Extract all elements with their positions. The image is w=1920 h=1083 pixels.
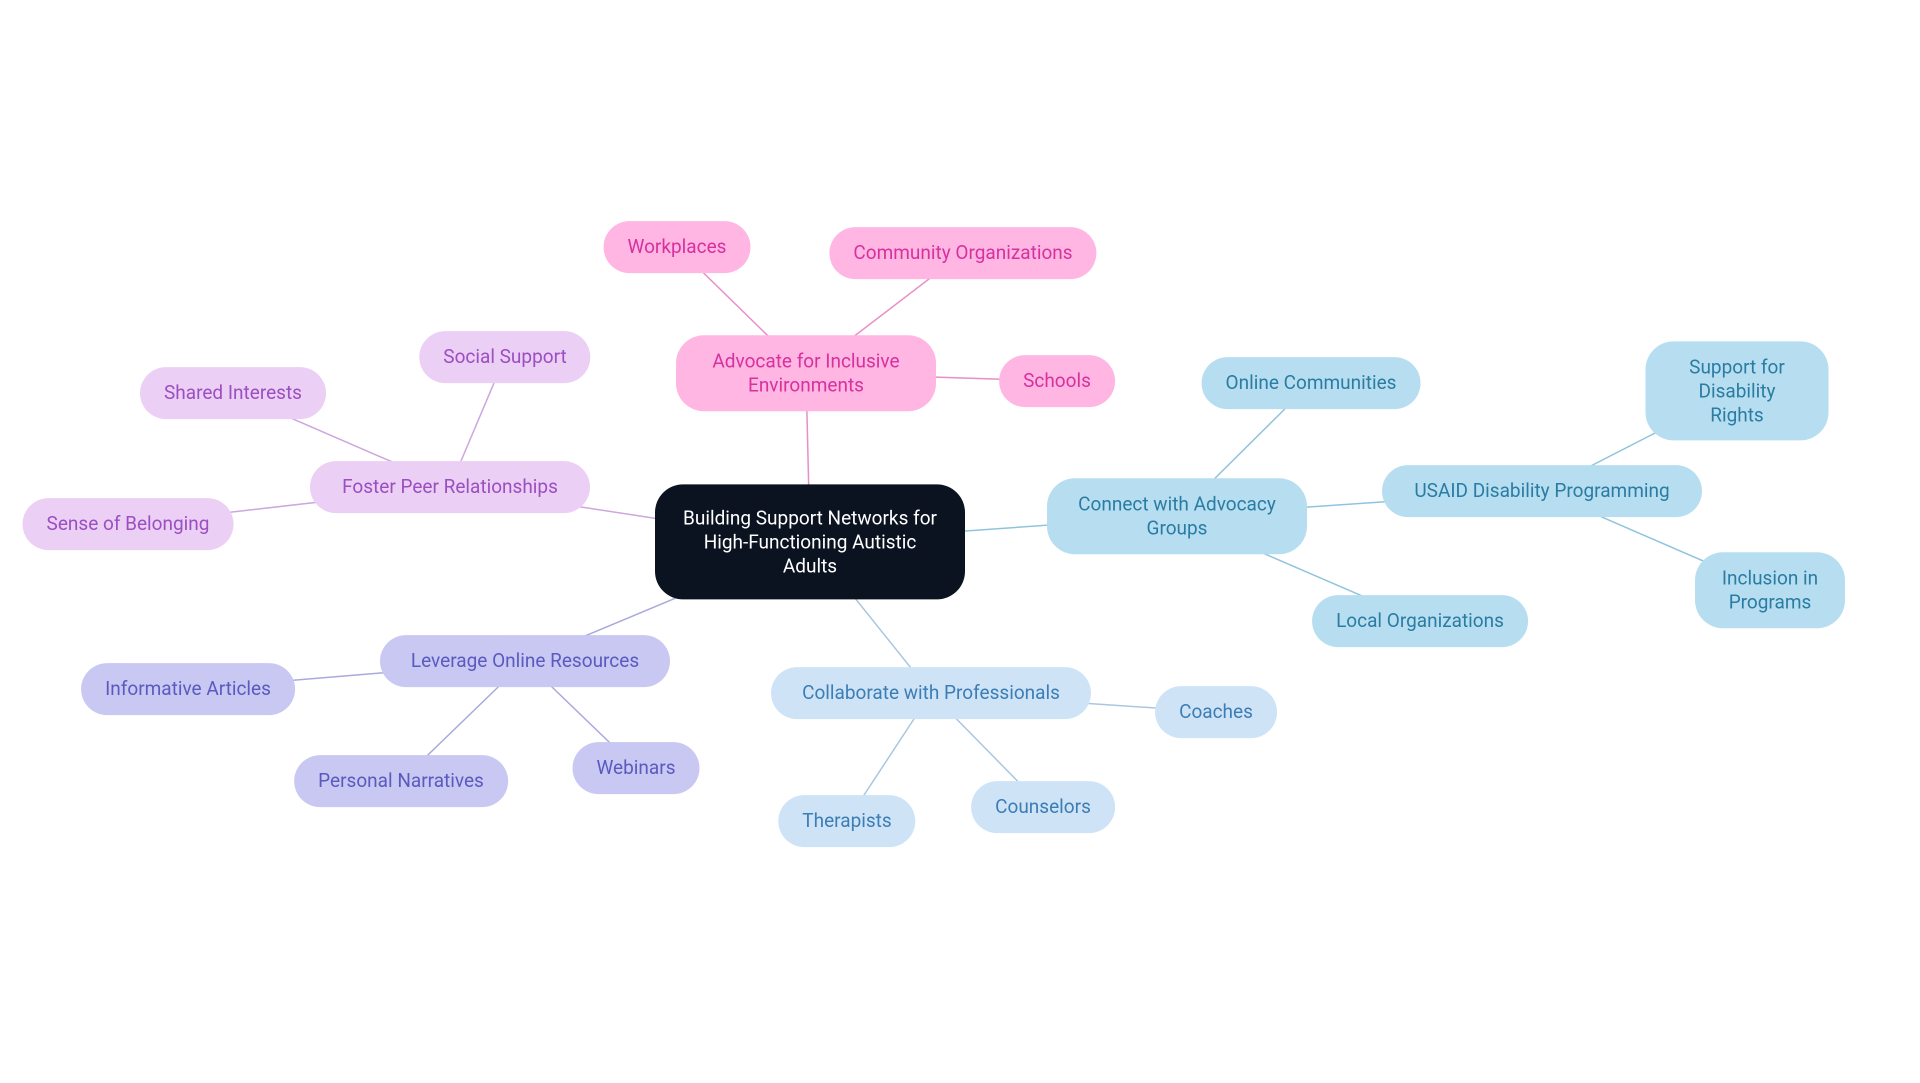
node-workplaces: Workplaces xyxy=(604,221,751,273)
node-label-root: Building Support Networks for High-Funct… xyxy=(681,506,939,577)
node-narratives: Personal Narratives xyxy=(294,755,508,807)
node-label-shared-interests: Shared Interests xyxy=(164,381,302,405)
node-coaches: Coaches xyxy=(1155,686,1277,738)
node-label-coaches: Coaches xyxy=(1179,700,1253,724)
node-label-professionals: Collaborate with Professionals xyxy=(802,681,1060,705)
node-webinars: Webinars xyxy=(572,742,699,794)
node-community-orgs: Community Organizations xyxy=(829,227,1096,279)
node-schools: Schools xyxy=(999,355,1115,407)
node-label-community-orgs: Community Organizations xyxy=(853,241,1072,265)
node-therapists: Therapists xyxy=(778,795,915,847)
node-label-schools: Schools xyxy=(1023,369,1091,393)
node-label-articles: Informative Articles xyxy=(105,677,271,701)
node-disability-rights: Support for Disability Rights xyxy=(1646,341,1829,440)
node-online: Leverage Online Resources xyxy=(380,635,670,687)
node-advocacy: Connect with Advocacy Groups xyxy=(1047,478,1307,554)
node-label-disability-rights: Support for Disability Rights xyxy=(1670,355,1805,426)
node-label-usaid: USAID Disability Programming xyxy=(1414,479,1669,503)
node-belonging: Sense of Belonging xyxy=(23,498,234,550)
node-label-counselors: Counselors xyxy=(995,795,1091,819)
node-peer: Foster Peer Relationships xyxy=(310,461,590,513)
node-label-local-orgs: Local Organizations xyxy=(1336,609,1504,633)
node-label-webinars: Webinars xyxy=(596,756,675,780)
node-label-inclusion: Inclusion in Programs xyxy=(1719,566,1821,614)
node-inclusion: Inclusion in Programs xyxy=(1695,552,1845,628)
node-label-therapists: Therapists xyxy=(802,809,891,833)
mindmap-canvas: Building Support Networks for High-Funct… xyxy=(0,0,1920,1083)
node-label-social-support: Social Support xyxy=(443,345,566,369)
node-social-support: Social Support xyxy=(419,331,590,383)
node-counselors: Counselors xyxy=(971,781,1115,833)
node-articles: Informative Articles xyxy=(81,663,295,715)
node-label-workplaces: Workplaces xyxy=(628,235,727,259)
node-label-online-comm: Online Communities xyxy=(1226,371,1397,395)
node-shared-interests: Shared Interests xyxy=(140,367,326,419)
node-label-advocacy: Connect with Advocacy Groups xyxy=(1071,492,1283,540)
node-local-orgs: Local Organizations xyxy=(1312,595,1528,647)
node-root: Building Support Networks for High-Funct… xyxy=(655,484,965,599)
node-label-peer: Foster Peer Relationships xyxy=(342,475,558,499)
node-online-comm: Online Communities xyxy=(1202,357,1421,409)
node-professionals: Collaborate with Professionals xyxy=(771,667,1091,719)
node-label-online: Leverage Online Resources xyxy=(411,649,639,673)
node-label-belonging: Sense of Belonging xyxy=(47,512,210,536)
node-advocate: Advocate for Inclusive Environments xyxy=(676,335,936,411)
node-usaid: USAID Disability Programming xyxy=(1382,465,1702,517)
node-label-advocate: Advocate for Inclusive Environments xyxy=(700,349,912,397)
node-label-narratives: Personal Narratives xyxy=(318,769,484,793)
